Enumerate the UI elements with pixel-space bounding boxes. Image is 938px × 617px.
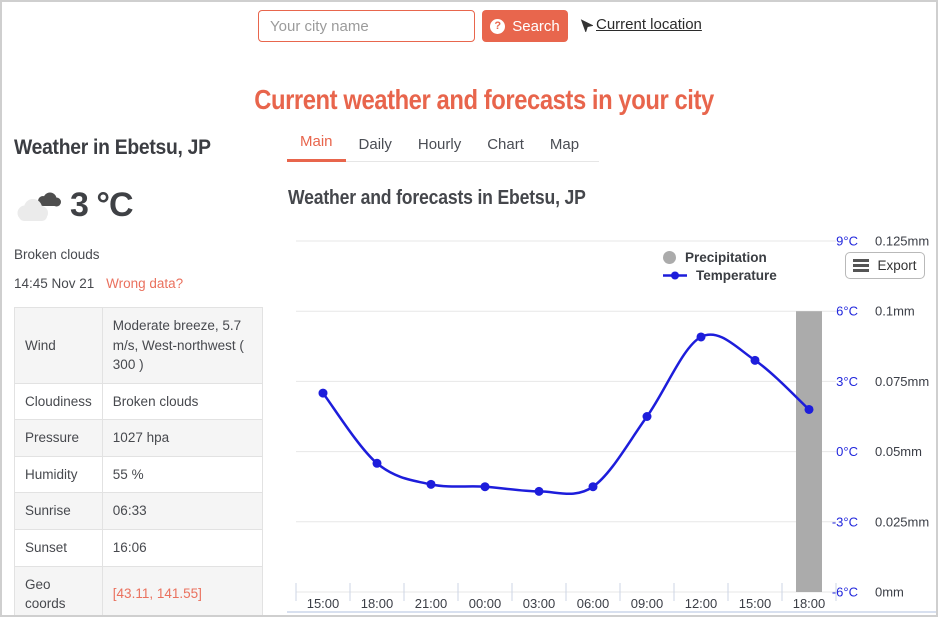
detail-label: Cloudiness (14, 382, 103, 421)
temp-axis-label: 3°C (836, 374, 858, 389)
detail-value: Broken clouds (101, 382, 264, 421)
x-axis-label: 12:00 (685, 596, 718, 611)
detail-label: Pressure (14, 419, 103, 457)
temp-axis-label: -3°C (832, 514, 858, 529)
detail-value: Moderate breeze, 5.7 m/s, West-northwest… (101, 307, 264, 384)
temp-axis-label: -6°C (832, 585, 858, 600)
table-row: Geo coords [43.11, 141.55] (14, 565, 264, 615)
temperature-point[interactable] (318, 388, 328, 398)
current-location-label: Current location (596, 16, 702, 33)
tab-main[interactable]: Main (287, 128, 346, 162)
x-axis-label: 18:00 (793, 596, 826, 611)
search-button-label: Search (512, 17, 560, 35)
table-row: Sunrise 06:33 (14, 492, 264, 530)
tab-daily[interactable]: Daily (358, 136, 392, 153)
precip-axis-label: 0.025mm (875, 514, 929, 529)
legend-item-precipitation[interactable]: Precipitation (663, 248, 777, 266)
x-axis-label: 03:00 (523, 596, 556, 611)
help-icon: ? (490, 18, 506, 34)
precipitation-legend-icon (663, 250, 676, 264)
export-button-label: Export (877, 258, 917, 273)
current-location-link[interactable]: Current location (578, 16, 702, 33)
search-button[interactable]: ? Search (482, 10, 568, 42)
table-row: Wind Moderate breeze, 5.7 m/s, West-north… (14, 307, 264, 384)
legend-label: Temperature (696, 267, 777, 283)
temperature-point[interactable] (696, 332, 706, 342)
weather-details-table: Wind Moderate breeze, 5.7 m/s, West-north… (14, 307, 264, 615)
location-arrow-icon (580, 19, 593, 32)
temperature-point[interactable] (480, 482, 490, 492)
chart-title: Weather and forecasts in Ebetsu, JP (288, 187, 586, 209)
weather-description: Broken clouds (14, 247, 100, 262)
precip-axis-label: 0.1mm (875, 304, 915, 319)
detail-label: Geo coords (14, 565, 103, 615)
temp-axis-label: 9°C (836, 234, 858, 249)
legend-label: Precipitation (685, 249, 767, 265)
tab-chart[interactable]: Chart (487, 136, 524, 153)
temp-axis-label: 6°C (836, 304, 858, 319)
forecast-tabs: Main Daily Hourly Chart Map (287, 128, 599, 162)
x-axis-label: 00:00 (469, 596, 502, 611)
table-row: Sunset 16:06 (14, 528, 264, 567)
detail-value: 1027 hpa (101, 419, 264, 457)
current-temperature: 3 °C (70, 186, 134, 224)
precip-axis-label: 0.125mm (875, 234, 929, 249)
legend-item-temperature[interactable]: Temperature (663, 266, 777, 284)
temp-axis-label: 0°C (836, 444, 858, 459)
detail-label: Sunset (14, 528, 103, 567)
search-input[interactable] (258, 10, 475, 42)
table-row: Humidity 55 % (14, 455, 264, 494)
temperature-point[interactable] (804, 404, 814, 414)
x-axis-label: 06:00 (577, 596, 610, 611)
precip-axis-label: 0mm (875, 585, 904, 600)
export-button[interactable]: Export (845, 252, 925, 279)
current-temperature-block: 3 °C (14, 186, 134, 225)
menu-icon (853, 259, 870, 272)
broken-clouds-icon (17, 192, 61, 221)
table-row: Cloudiness Broken clouds (14, 382, 264, 421)
temperature-point[interactable] (372, 458, 382, 468)
temperature-point[interactable] (642, 412, 652, 421)
x-axis-label: 21:00 (415, 596, 448, 611)
detail-value: 06:33 (101, 492, 264, 530)
x-axis-label: 15:00 (307, 596, 340, 611)
precipitation-bar[interactable] (796, 311, 822, 592)
tab-hourly[interactable]: Hourly (417, 136, 462, 153)
temperature-point[interactable] (426, 479, 436, 489)
precip-axis-label: 0.075mm (875, 374, 929, 389)
x-axis-label: 09:00 (631, 596, 664, 611)
wrong-data-link[interactable]: Wrong data? (106, 276, 184, 291)
geo-coords-link[interactable]: [43.11, 141.55] (112, 586, 202, 602)
temperature-point[interactable] (534, 486, 544, 496)
chart-legend: Precipitation Temperature (663, 248, 777, 284)
observation-time-row: 14:45 Nov 21 Wrong data? (14, 276, 183, 291)
detail-label: Sunrise (14, 492, 103, 530)
tab-map[interactable]: Map (549, 136, 580, 153)
forecast-chart-area: 9°C 0.125mm 6°C 0.1mm 3°C 0.075mm 0°C 0.05mm -3°… (287, 230, 936, 615)
x-axis-label: 15:00 (739, 596, 772, 611)
detail-value: 55 % (101, 455, 264, 494)
city-heading: Weather in Ebetsu, JP (14, 136, 211, 159)
temperature-legend-icon (663, 271, 687, 279)
detail-value[interactable]: [43.11, 141.55] (101, 565, 264, 615)
detail-label: Wind (14, 307, 103, 384)
page-title: Current weather and forecasts in your ci… (254, 84, 714, 115)
detail-label: Humidity (14, 455, 103, 494)
temperature-point[interactable] (750, 355, 760, 365)
precip-axis-label: 0.05mm (875, 444, 922, 459)
forecast-chart: 9°C 0.125mm 6°C 0.1mm 3°C 0.075mm 0°C 0.05mm -3°… (287, 234, 936, 613)
temperature-line (322, 333, 810, 495)
x-axis-label: 18:00 (361, 596, 394, 611)
temperature-point[interactable] (588, 482, 598, 492)
observation-time: 14:45 Nov 21 (14, 276, 95, 291)
detail-value: 16:06 (101, 528, 264, 567)
table-row: Pressure 1027 hpa (14, 419, 264, 457)
